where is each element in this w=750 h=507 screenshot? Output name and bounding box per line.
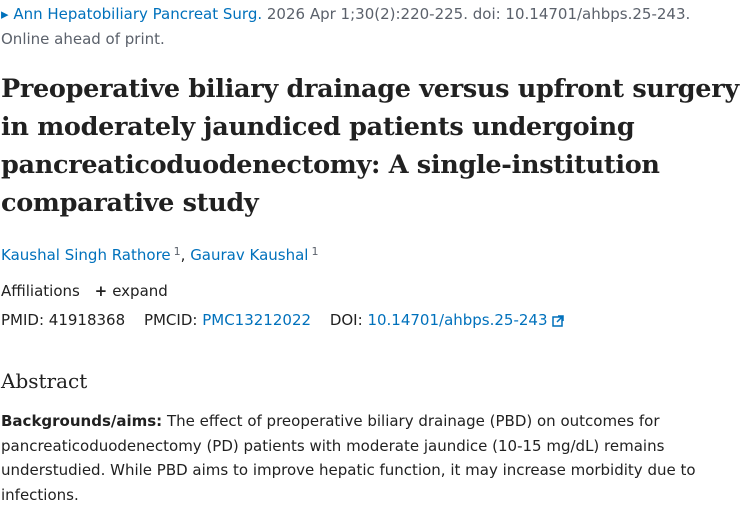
author-link-1[interactable]: Kaushal Singh Rathore <box>1 246 171 264</box>
journal-link[interactable]: Ann Hepatobiliary Pancreat Surg. <box>13 5 263 23</box>
article-title: Preoperative biliary drainage versus upf… <box>1 74 739 218</box>
citation-details: 2026 Apr 1;30(2):220-225. doi: 10.14701/… <box>266 5 691 23</box>
bullet: ▸ <box>1 5 9 23</box>
citation-line: ▸ Ann Hepatobiliary Pancreat Surg. 2026 … <box>1 4 690 24</box>
affiliations-expand-button[interactable]: + expand <box>95 282 168 300</box>
author-link-2[interactable]: Gaurav Kaushal <box>190 246 309 264</box>
doi-label: DOI: <box>329 311 363 329</box>
plus-icon: + <box>94 282 108 300</box>
author-list: Kaushal Singh Rathore 1, Gaurav Kaushal 1 <box>1 241 318 266</box>
abstract-heading: Abstract <box>1 369 88 393</box>
author-affiliation-2[interactable]: 1 <box>311 245 319 258</box>
pmcid-label: PMCID: <box>143 311 198 329</box>
affiliations-row: Affiliations + expand <box>1 280 168 302</box>
abstract-section-label: Backgrounds/aims: <box>1 412 163 430</box>
identifiers-row: PMID: 41918368 PMCID: PMC13212022 DOI: 1… <box>1 309 564 331</box>
author-affiliation-1[interactable]: 1 <box>173 245 181 258</box>
publication-status: Online ahead of print. <box>1 30 165 48</box>
pmid-label: PMID: <box>1 311 45 329</box>
pmcid-link[interactable]: PMC13212022 <box>202 311 312 329</box>
expand-label: expand <box>112 282 168 300</box>
author-separator: , <box>180 246 191 264</box>
external-link-icon[interactable] <box>551 315 564 327</box>
affiliations-label: Affiliations <box>1 282 80 300</box>
abstract-section-text: The effect of preoperative biliary drain… <box>1 412 696 504</box>
abstract-paragraph: Backgrounds/aims: The effect of preopera… <box>1 409 746 507</box>
doi-link[interactable]: 10.14701/ahbps.25-243 <box>367 311 548 329</box>
pmid-value: 41918368 <box>48 311 126 329</box>
